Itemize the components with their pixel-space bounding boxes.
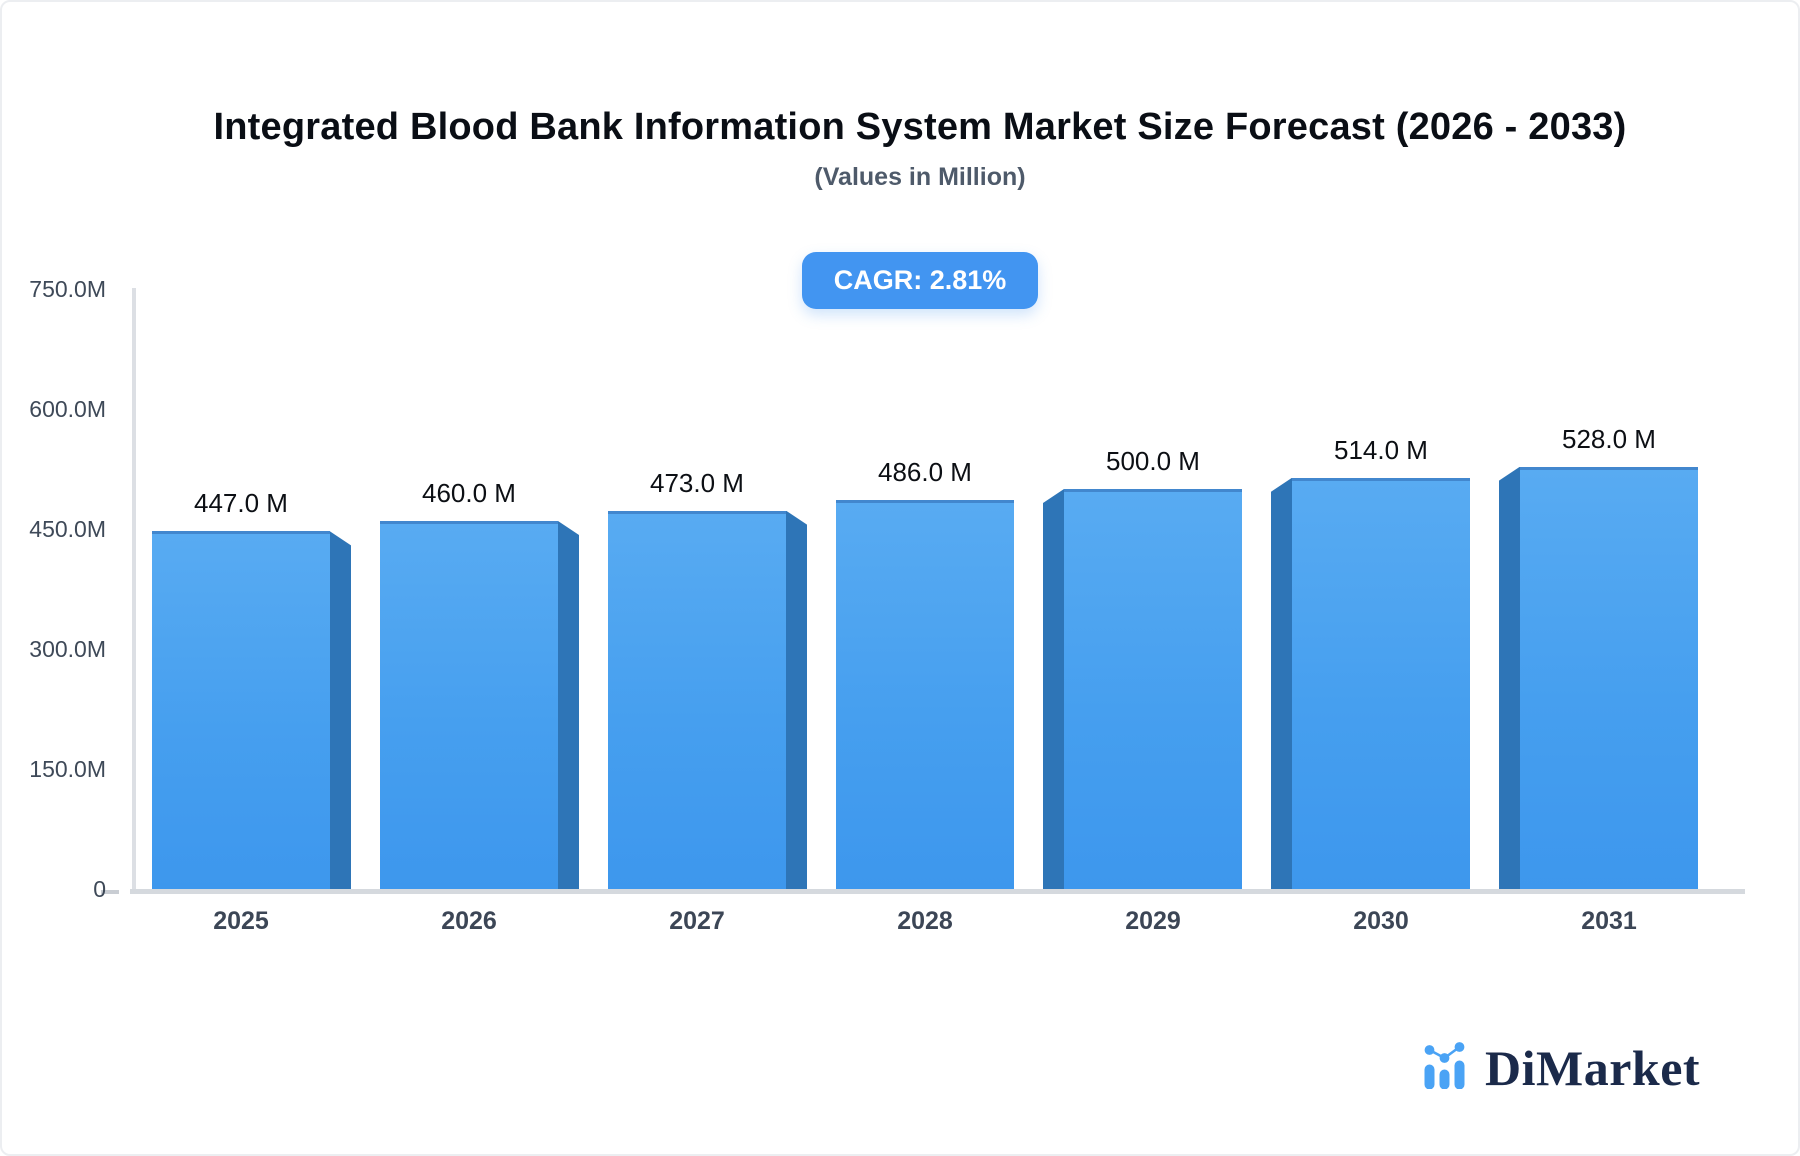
bar-main-face-2028 — [836, 500, 1014, 889]
bar-main-face-2031 — [1520, 466, 1698, 889]
bar-value-label-2031: 528.0 M — [1562, 423, 1656, 454]
dimarket-logo: DiMarket — [1423, 1040, 1701, 1096]
x-axis-label-2029: 2029 — [1125, 907, 1181, 935]
x-axis-label-2026: 2026 — [441, 907, 497, 935]
bar-value-label-2028: 486.0 M — [878, 457, 972, 488]
chart-subtitle: (Values in Million) — [814, 163, 1026, 191]
y-axis-label: 0 — [93, 876, 106, 902]
x-axis-label-2028: 2028 — [897, 907, 953, 935]
bar-side-face-2025 — [330, 531, 351, 889]
bar-value-label-2029: 500.0 M — [1106, 446, 1200, 476]
bar-main-face-2025 — [152, 531, 330, 889]
cagr-badge: CAGR: 2.81% — [801, 252, 1039, 309]
x-axis-label-2030: 2030 — [1353, 907, 1409, 935]
bar-side-face-2026 — [558, 521, 579, 889]
bar-side-face-2029 — [1043, 489, 1064, 889]
bar-main-face-2030 — [1292, 477, 1470, 889]
bar-chart-sparkline-icon — [1424, 1042, 1465, 1089]
bar-main-face-2026 — [380, 521, 558, 889]
logo-text: DiMarket — [1485, 1040, 1701, 1096]
y-axis-label: 150.0M — [29, 756, 106, 782]
bar-value-label-2030: 514.0 M — [1334, 434, 1428, 465]
chart-header: Integrated Blood Bank Information System… — [42, 106, 1798, 192]
bar-value-label-2026: 460.0 M — [422, 478, 516, 508]
zero-tick-mark — [101, 890, 119, 894]
y-axis-label: 450.0M — [29, 516, 106, 542]
y-axis-label: 300.0M — [29, 636, 106, 662]
bar-side-face-2027 — [786, 510, 807, 889]
chart-title: Integrated Blood Bank Information System… — [213, 106, 1627, 148]
bar-value-label-2027: 473.0 M — [650, 467, 744, 498]
y-axis-label: 750.0M — [29, 276, 106, 302]
bar-side-face-2031 — [1499, 466, 1520, 889]
bar-main-face-2029 — [1064, 489, 1242, 889]
x-axis-label-2031: 2031 — [1581, 907, 1637, 935]
x-axis-label-2025: 2025 — [213, 907, 269, 935]
bar-side-face-2030 — [1271, 477, 1292, 889]
cagr-badge-row: CAGR: 2.81% — [42, 252, 1798, 309]
x-axis-label-2027: 2027 — [669, 907, 725, 935]
y-axis-label: 600.0M — [29, 396, 106, 422]
bar-main-face-2027 — [608, 510, 786, 889]
x-axis-line — [130, 889, 1745, 894]
y-axis-line — [132, 288, 136, 894]
bar-value-label-2025: 447.0 M — [194, 488, 288, 519]
